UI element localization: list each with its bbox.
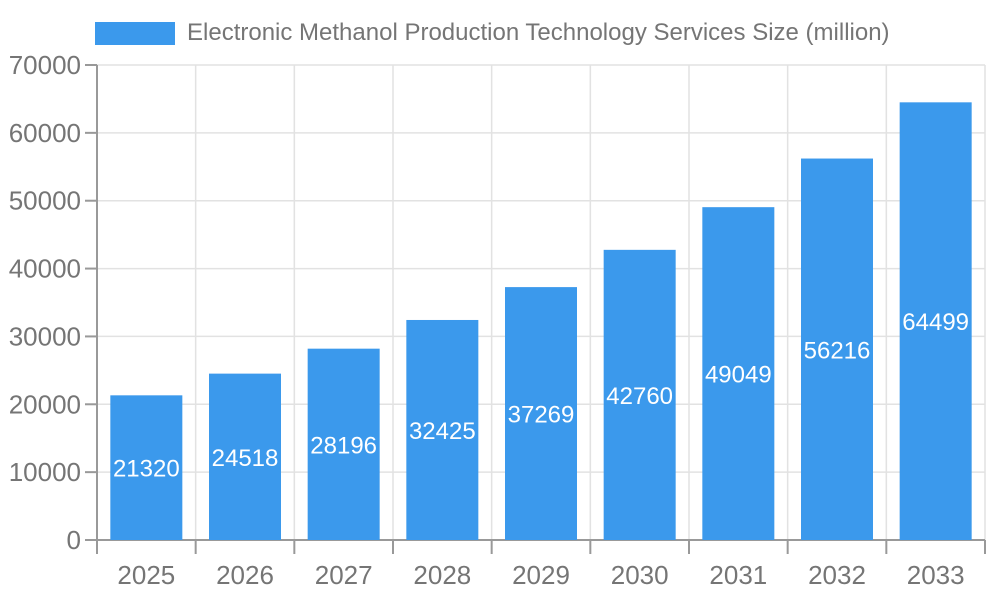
y-tick-label: 60000 [9, 118, 81, 148]
y-tick-label: 30000 [9, 321, 81, 351]
x-category-label: 2028 [413, 560, 471, 590]
bar-2029[interactable] [505, 287, 577, 540]
bar-value-label: 24518 [212, 445, 279, 472]
bar-2025[interactable] [110, 395, 183, 540]
bar-value-label: 64499 [902, 309, 969, 336]
x-category-label: 2030 [611, 560, 669, 590]
bar-2031[interactable] [702, 207, 775, 541]
bar-2032[interactable] [801, 158, 873, 540]
y-tick-label: 50000 [9, 186, 81, 216]
bar-value-label: 37269 [508, 402, 575, 429]
x-category-label: 2029 [512, 560, 570, 590]
legend-series-label: Electronic Methanol Production Technolog… [187, 19, 890, 46]
x-category-label: 2031 [709, 560, 767, 590]
x-category-label: 2027 [315, 560, 373, 590]
bar-2028[interactable] [406, 319, 479, 540]
x-category-label: 2033 [907, 560, 965, 590]
bar-value-label: 28196 [310, 432, 377, 459]
y-tick-label: 20000 [9, 389, 81, 419]
bar-value-label: 32425 [409, 418, 476, 445]
bar-value-label: 49049 [705, 362, 772, 389]
bar-value-label: 21320 [113, 456, 180, 483]
bar-value-label: 56216 [804, 337, 871, 364]
bar-2026[interactable] [209, 373, 281, 540]
y-tick-label: 0 [67, 525, 81, 555]
y-tick-label: 40000 [9, 254, 81, 284]
bar-2033[interactable] [899, 102, 972, 540]
legend-color-swatch [95, 21, 175, 45]
bar-value-label: 42760 [606, 383, 673, 410]
x-category-label: 2026 [216, 560, 274, 590]
y-tick-label: 70000 [9, 50, 81, 80]
bar-2030[interactable] [603, 249, 676, 541]
y-tick-label: 10000 [9, 457, 81, 487]
x-category-label: 2032 [808, 560, 866, 590]
bar-2027[interactable] [307, 348, 380, 540]
x-category-label: 2025 [117, 560, 175, 590]
legend-item[interactable]: Electronic Methanol Production Technolog… [95, 20, 890, 46]
